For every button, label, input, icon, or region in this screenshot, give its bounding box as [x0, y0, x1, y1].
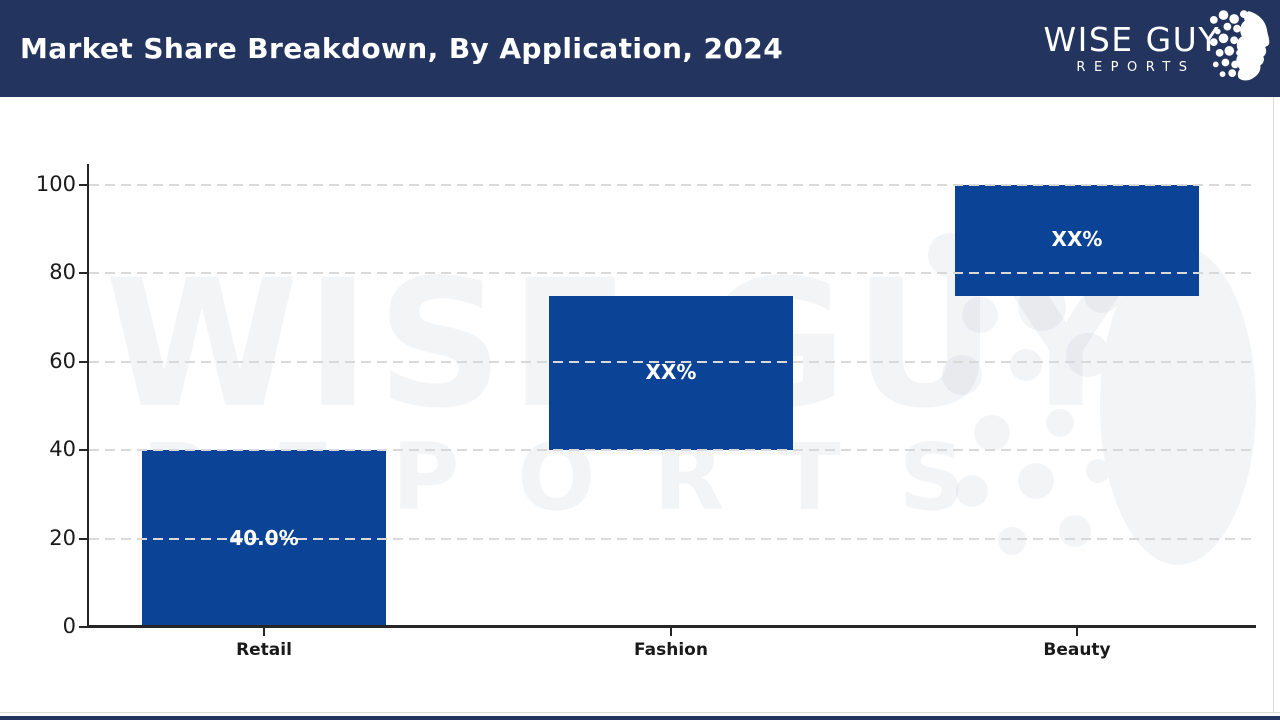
y-tick-label-20: 20: [49, 525, 76, 550]
x-tick-mark-retail: [263, 628, 265, 636]
brand-logo: WISE GUY REPORTS: [1043, 8, 1270, 86]
logo-text: WISE GUY REPORTS: [1043, 20, 1220, 75]
y-tick-mark-100: [79, 184, 87, 186]
y-tick-label-0: 0: [62, 614, 76, 638]
x-tick-label-fashion: Fashion: [634, 640, 708, 660]
gridline-20: [89, 537, 1256, 540]
y-tick-label-40: 40: [49, 437, 76, 462]
x-tick-label-retail: Retail: [236, 640, 292, 660]
page-title: Market Share Breakdown, By Application, …: [20, 32, 784, 65]
footer-bar: [0, 716, 1280, 720]
right-edge-line: [1273, 97, 1274, 713]
gridline-100: [89, 184, 1256, 186]
y-tick-label-60: 60: [49, 348, 76, 373]
bar-beauty: [955, 185, 1199, 296]
y-tick-mark-20: [79, 537, 87, 540]
gridline-40: [89, 449, 1256, 452]
header-bar: Market Share Breakdown, By Application, …: [0, 0, 1280, 97]
x-tick-mark-fashion: [670, 628, 672, 636]
gridline-60: [89, 360, 1256, 363]
y-tick-mark-60: [79, 360, 87, 363]
bar-fashion: [549, 295, 793, 451]
logo-wordmark: WISE GUY: [1043, 19, 1220, 59]
y-tick-label-100: 100: [35, 172, 76, 196]
gridline-80: [89, 272, 1256, 275]
x-tick-label-beauty: Beauty: [1043, 640, 1111, 660]
y-tick-mark-0: [79, 626, 87, 628]
y-axis-spine: [87, 164, 89, 628]
y-tick-label-80: 80: [49, 260, 76, 285]
bar-label-fashion: XX%: [645, 359, 697, 384]
x-tick-mark-beauty: [1076, 628, 1078, 636]
bar-label-beauty: XX%: [1051, 227, 1103, 252]
x-axis-spine: [87, 625, 1256, 628]
head-silhouette-icon: [1209, 10, 1270, 81]
logo-subtext: REPORTS: [1076, 59, 1196, 75]
y-tick-mark-40: [79, 449, 87, 452]
bottom-edge-line: [0, 712, 1280, 713]
y-tick-mark-80: [79, 272, 87, 275]
bar-label-retail: 40.0%: [229, 525, 299, 550]
